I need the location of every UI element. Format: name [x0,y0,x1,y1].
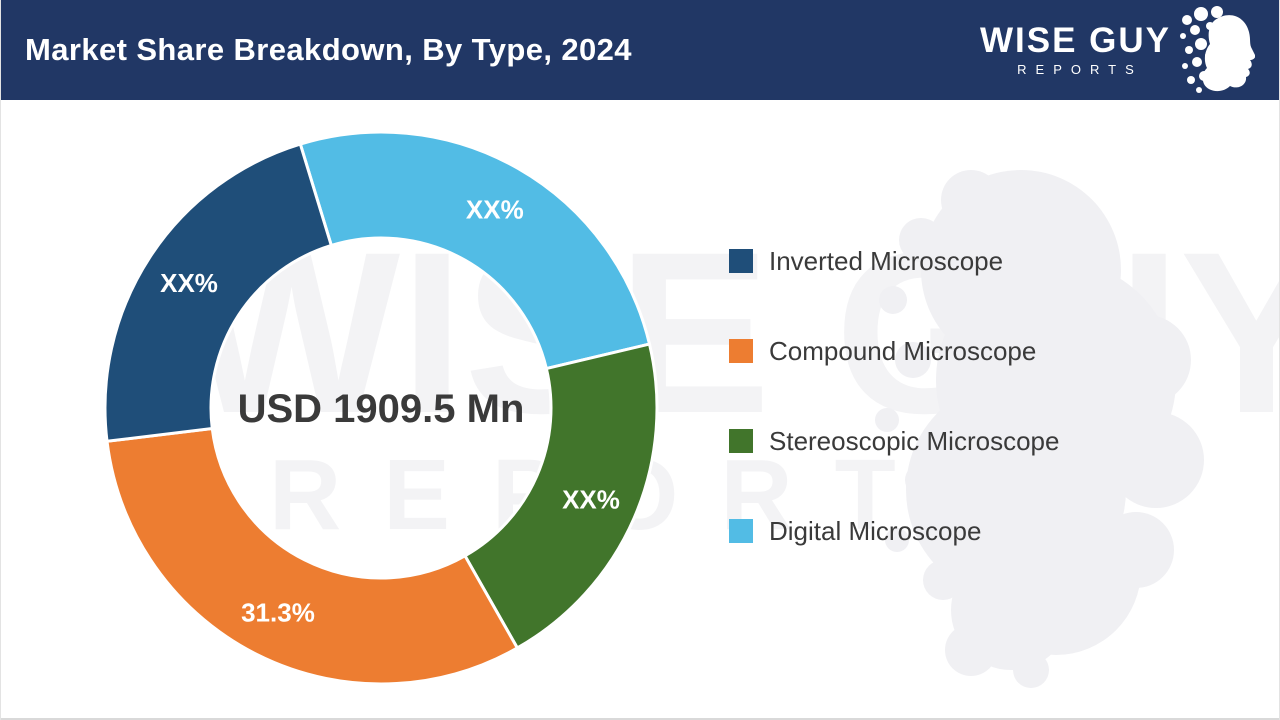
legend-label: Inverted Microscope [769,245,1004,276]
segment-value-label-inverted-microscope: XX% [160,268,218,298]
donut-segment-inverted-microscope [103,142,334,443]
donut-segment-digital-microscope [298,130,652,371]
segment-value-label-compound-microscope: 31.3% [241,598,315,628]
brand-logo: WISE GUY REPORTS [980,6,1255,94]
header: Market Share Breakdown, By Type, 2024 WI… [1,0,1279,100]
chart-center-value: USD 1909.5 Mn [238,387,525,431]
legend-label: Digital Microscope [769,515,982,546]
brand-name: WISE GUY [979,21,1171,60]
legend-swatch-compound-microscope [729,339,753,363]
donut-segment-stereoscopic-microscope [462,342,659,651]
legend-label: Stereoscopic Microscope [769,425,1060,456]
chart-legend: Inverted Microscope Compound Microscope St… [729,246,1059,606]
segment-value-label-stereoscopic-microscope: XX% [562,484,620,514]
legend-label: Compound Microscope [769,335,1037,366]
legend-swatch-stereoscopic-microscope [729,429,753,453]
segment-value-label-digital-microscope: XX% [466,194,524,224]
legend-item-stereoscopic-microscope: Stereoscopic Microscope [729,426,1059,456]
brand-face-icon [1180,6,1255,93]
page-title: Market Share Breakdown, By Type, 2024 [25,32,632,67]
legend-swatch-digital-microscope [729,519,753,543]
donut-chart: XX% XX% 31.3% XX% USD 1909.5 Mn [103,130,659,686]
legend-item-inverted-microscope: Inverted Microscope [729,246,1059,276]
legend-item-digital-microscope: Digital Microscope [729,516,1059,546]
legend-item-compound-microscope: Compound Microscope [729,336,1059,366]
brand-logo-text: WISE GUY REPORTS [980,23,1171,77]
legend-swatch-inverted-microscope [729,249,753,273]
donut-segment-compound-microscope [105,426,520,686]
chart-area: WISE GUY REPORTS XX% XX% 31.3% XX% USD 1909.… [1,100,1279,720]
brand-subtitle: REPORTS [1017,62,1143,77]
